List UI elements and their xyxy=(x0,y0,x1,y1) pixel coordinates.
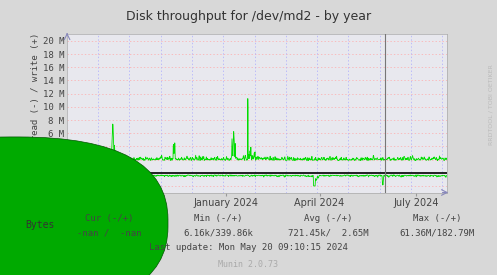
Text: Bytes: Bytes xyxy=(25,220,54,230)
Text: 61.36M/182.79M: 61.36M/182.79M xyxy=(400,228,475,237)
Text: 721.45k/  2.65M: 721.45k/ 2.65M xyxy=(288,228,368,237)
Text: Last update: Mon May 20 09:10:15 2024: Last update: Mon May 20 09:10:15 2024 xyxy=(149,243,348,252)
Text: Max (-/+): Max (-/+) xyxy=(413,214,462,223)
Text: Avg (-/+): Avg (-/+) xyxy=(304,214,352,223)
Text: -nan /  -nan: -nan / -nan xyxy=(77,228,142,237)
Y-axis label: Pr second read (-) / write (+): Pr second read (-) / write (+) xyxy=(31,33,40,194)
Text: Min (-/+): Min (-/+) xyxy=(194,214,243,223)
Text: Disk throughput for /dev/md2 - by year: Disk throughput for /dev/md2 - by year xyxy=(126,10,371,23)
Text: Cur (-/+): Cur (-/+) xyxy=(85,214,134,223)
Text: RRDTOOL / TOBI OETIKER: RRDTOOL / TOBI OETIKER xyxy=(489,64,494,145)
Text: 6.16k/339.86k: 6.16k/339.86k xyxy=(184,228,253,237)
Text: Munin 2.0.73: Munin 2.0.73 xyxy=(219,260,278,269)
